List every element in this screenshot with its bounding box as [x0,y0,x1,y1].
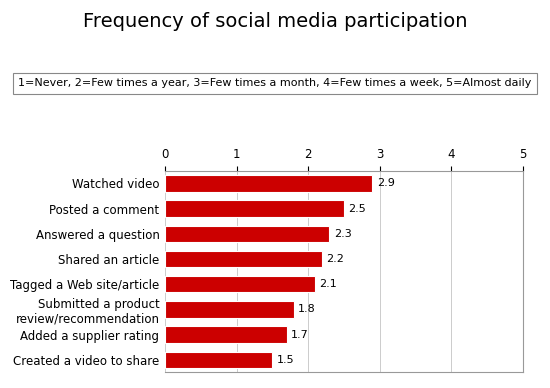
Bar [165,175,372,192]
Text: 1.7: 1.7 [291,330,309,340]
Bar [165,276,315,293]
Bar [165,225,329,242]
Text: Frequency of social media participation: Frequency of social media participation [82,12,468,31]
Bar [165,352,272,368]
Bar [165,200,344,217]
Bar [165,326,287,343]
Bar [165,301,294,318]
Text: 2.3: 2.3 [334,229,351,239]
Text: 2.5: 2.5 [348,204,366,213]
Text: 1.5: 1.5 [277,355,294,365]
Bar [165,251,322,267]
Text: 2.1: 2.1 [320,279,337,289]
Text: 2.9: 2.9 [377,178,394,188]
Text: 1.8: 1.8 [298,305,316,314]
Text: 2.2: 2.2 [327,254,344,264]
Text: 1=Never, 2=Few times a year, 3=Few times a month, 4=Few times a week, 5=Almost d: 1=Never, 2=Few times a year, 3=Few times… [18,78,532,88]
